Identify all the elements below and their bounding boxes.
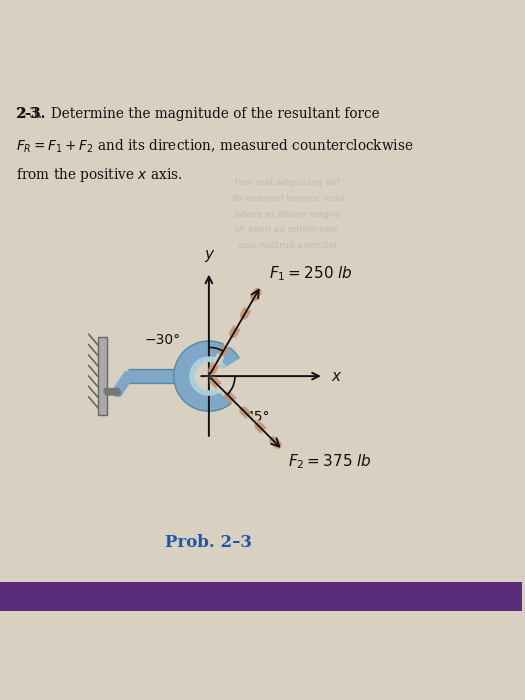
Text: labore et dolore magna: labore et dolore magna (234, 210, 340, 218)
Text: 2-3.  Determine the magnitude of the resultant force: 2-3. Determine the magnitude of the resu… (16, 107, 379, 121)
Text: Ut enim ad minim veni: Ut enim ad minim veni (236, 225, 339, 234)
Text: do eiusmod tempor incid: do eiusmod tempor incid (230, 194, 344, 203)
Text: from the positive $x$ axis.: from the positive $x$ axis. (16, 166, 182, 183)
Text: y: y (204, 247, 213, 262)
Text: $F_2 = 375$ lb: $F_2 = 375$ lb (288, 453, 372, 471)
Text: tion erat adipiscing elit: tion erat adipiscing elit (235, 178, 340, 188)
Bar (0, 582, 522, 611)
Text: Prob. 2–3: Prob. 2–3 (165, 534, 253, 551)
Text: quis nostrud exercitat: quis nostrud exercitat (237, 241, 337, 250)
Text: +: + (204, 370, 214, 383)
Text: x: x (332, 369, 341, 384)
Text: 2-3.: 2-3. (16, 107, 45, 121)
Text: $F_R = F_1 + F_2$ and its direction, measured counterclockwise: $F_R = F_1 + F_2$ and its direction, mea… (16, 137, 413, 155)
Text: 45°: 45° (245, 410, 270, 424)
Text: −30°: −30° (144, 332, 180, 346)
Bar (98, 337, 107, 415)
Text: $F_1 = 250$ lb: $F_1 = 250$ lb (269, 265, 353, 283)
